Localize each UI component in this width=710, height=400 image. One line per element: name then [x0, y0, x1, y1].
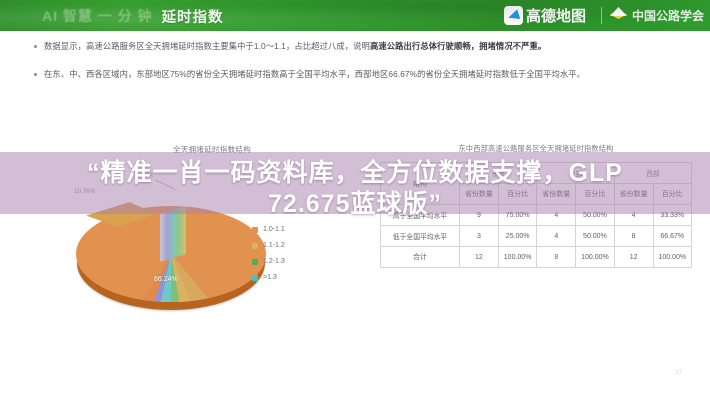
china-highway-logo: 中国公路学会: [609, 6, 704, 25]
table-cell: 12: [459, 246, 499, 268]
table-row: 合计 12 100.00% 8 100.00% 12 100.00%: [380, 246, 693, 268]
bullet-item: 数据显示，高速公路服务区全天拥堵延时指数主要集中于1.0～1.1，占比超过八成，…: [0, 40, 710, 53]
table-cell: 100.00%: [575, 246, 615, 268]
pie-legend: 1.0-1.1 1.1-1.2 1.2-1.3 >1.3: [252, 226, 352, 290]
legend-swatch: [252, 242, 258, 249]
legend-label: 1.1-1.2: [263, 242, 285, 249]
amap-logo: 高德地图: [503, 5, 594, 26]
table-cell: 100.00%: [652, 246, 693, 268]
legend-label: >1.3: [263, 274, 277, 281]
bullet-dot-icon: [34, 73, 37, 76]
table-cell: 4: [536, 225, 577, 247]
pie-chart-title: 全天拥堵延时指数结构: [173, 145, 251, 154]
table-cell: 25.00%: [497, 225, 538, 247]
legend-swatch: [252, 258, 258, 265]
bullet-item: 在东、中、西各区域内，东部地区75%的省份全天拥堵延时指数高于全国平均水平，西部…: [0, 68, 710, 81]
pie-label-main: 86.24%: [154, 276, 178, 283]
diamond-logo-icon: [609, 6, 628, 25]
bullet-dot-icon: [34, 45, 37, 48]
table-cell: 3: [459, 225, 499, 247]
amap-logo-label: 高德地图: [525, 8, 586, 25]
legend-label: 1.0-1.1: [263, 226, 285, 233]
header-main-title: 延时指数: [161, 9, 224, 26]
legend-item: 1.0-1.1: [252, 226, 352, 233]
header-faded-title: AI 智慧 一 分 钟: [42, 8, 153, 24]
bullet-list: 数据显示，高速公路服务区全天拥堵延时指数主要集中于1.0～1.1，占比超过八成，…: [0, 40, 710, 96]
china-highway-label: 中国公路学会: [631, 9, 704, 23]
table-cell: 8: [613, 225, 654, 247]
watermark-text: “精准一肖一码资料库，全方位数据支撑，GLP 72.675蓝球版”: [0, 158, 710, 220]
table-cell: 66.67%: [652, 225, 693, 247]
table-cell: 100.00%: [497, 246, 538, 268]
legend-label: 1.2-1.3: [263, 258, 285, 265]
header-logos: 高德地图 中国公路学会: [503, 3, 704, 28]
table-row-label: 低于全国平均水平: [380, 225, 460, 247]
watermark-line-1: “精准一肖一码资料库，全方位数据支撑，GLP: [87, 159, 623, 187]
bullet-text-bold: 高速公路出行总体行驶顺畅，拥堵情况不严重。: [369, 41, 547, 51]
legend-item: >1.3: [252, 274, 352, 281]
paper-plane-icon: [503, 6, 523, 25]
watermark-line-2: 72.675蓝球版”: [268, 190, 442, 218]
legend-swatch: [252, 274, 258, 281]
legend-item: 1.2-1.3: [252, 258, 352, 265]
table-row-label: 合计: [380, 246, 460, 268]
logo-divider: [600, 7, 602, 24]
slide-header-bar: AI 智慧 一 分 钟 延时指数 高德地图 中国公路学会: [0, 0, 710, 31]
table-cell: 12: [613, 246, 654, 268]
table-cell: 8: [536, 246, 577, 268]
table-title: 东中西部高速公路服务区全天拥堵延时指数结构: [458, 144, 614, 153]
page-number: 37: [675, 370, 682, 376]
table-cell: 50.00%: [575, 225, 615, 247]
bullet-text: 数据显示，高速公路服务区全天拥堵延时指数主要集中于1.0～1.1，占比超过八成，…: [44, 40, 688, 53]
legend-item: 1.1-1.2: [252, 242, 352, 249]
bullet-text: 在东、中、西各区域内，东部地区75%的省份全天拥堵延时指数高于全国平均水平，西部…: [44, 69, 586, 79]
bullet-text-plain: 数据显示，高速公路服务区全天拥堵延时指数主要集中于1.0～1.1，占比超过八成，…: [44, 41, 370, 51]
header-left-title: AI 智慧 一 分 钟 延时指数: [42, 5, 224, 27]
watermark-band: [0, 152, 710, 214]
table-row: 低于全国平均水平 3 25.00% 4 50.00% 8 66.67%: [380, 225, 693, 247]
legend-swatch: [252, 226, 258, 233]
